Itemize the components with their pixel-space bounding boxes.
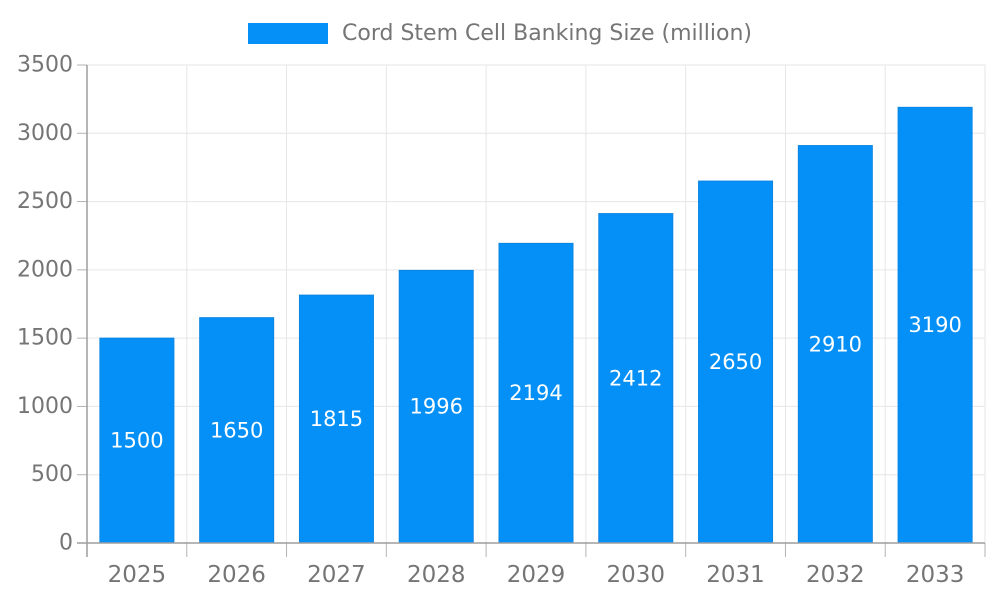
x-tick-label: 2027 (307, 562, 366, 588)
x-tick-label: 2031 (706, 562, 765, 588)
bar[interactable] (199, 317, 275, 544)
y-tick-label: 0 (59, 531, 73, 556)
legend[interactable]: Cord Stem Cell Banking Size (million) (0, 18, 1000, 48)
bar-value-label: 1650 (210, 418, 263, 442)
bar-value-label: 1996 (409, 395, 462, 419)
y-tick-label: 2000 (17, 257, 73, 282)
bar-value-label: 3190 (908, 313, 961, 337)
bar[interactable] (99, 337, 175, 544)
y-tick-label: 1500 (17, 326, 73, 351)
bar[interactable] (698, 180, 774, 544)
x-tick-label: 2029 (507, 562, 566, 588)
y-tick-label: 500 (31, 462, 73, 487)
x-tick-label: 2028 (407, 562, 466, 588)
y-tick-label: 3000 (17, 121, 73, 146)
bar[interactable] (598, 213, 674, 544)
bar[interactable] (498, 242, 574, 544)
bar[interactable] (797, 145, 873, 544)
y-tick-label: 3500 (17, 53, 73, 78)
bar-value-label: 2650 (709, 350, 762, 374)
bar[interactable] (298, 294, 374, 544)
bar-value-label: 1500 (110, 429, 163, 453)
x-tick-label: 2032 (806, 562, 865, 588)
x-tick-label: 2026 (207, 562, 266, 588)
legend-swatch (248, 22, 328, 44)
x-tick-label: 2025 (108, 562, 167, 588)
x-tick-label: 2033 (906, 562, 965, 588)
bar-value-label: 1815 (310, 407, 363, 431)
y-tick-label: 1000 (17, 394, 73, 419)
bar[interactable] (897, 106, 973, 544)
y-tick-label: 2500 (17, 189, 73, 214)
x-tick-label: 2030 (607, 562, 666, 588)
legend-label: Cord Stem Cell Banking Size (million) (342, 20, 752, 46)
bar-value-label: 2194 (509, 381, 562, 405)
bar-value-label: 2910 (809, 332, 862, 356)
bar-value-label: 2412 (609, 366, 662, 390)
